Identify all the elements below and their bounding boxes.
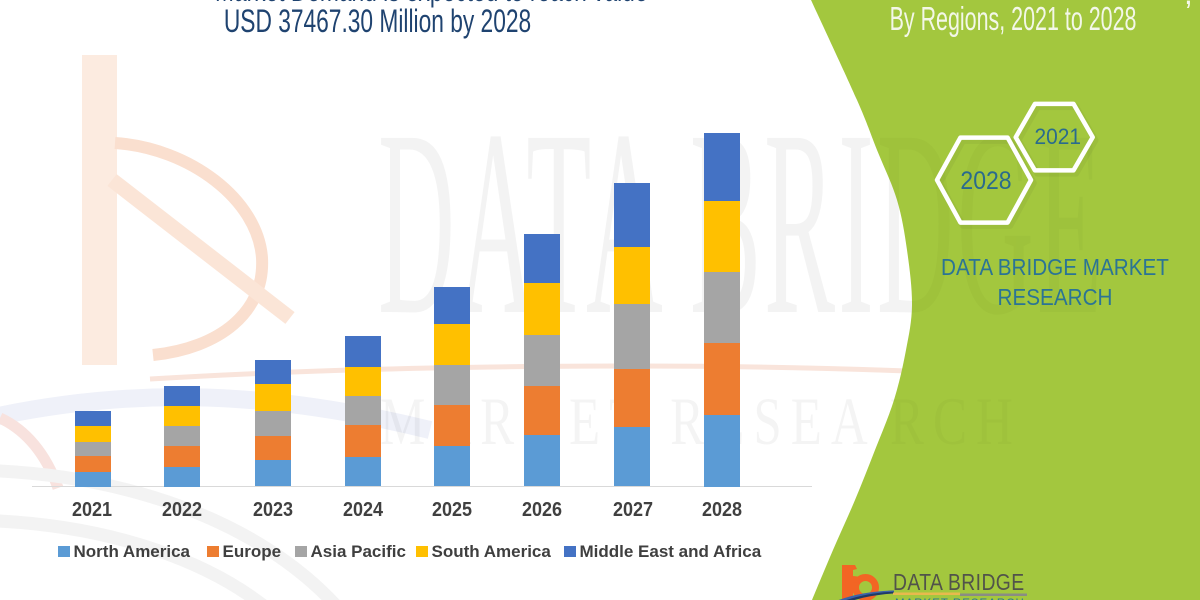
svg-text:2021: 2021	[1034, 125, 1080, 150]
svg-text:2028: 2028	[960, 167, 1011, 195]
svg-text:MARKET RESEARCH: MARKET RESEARCH	[895, 598, 1025, 600]
svg-text:DATA BRIDGE: DATA BRIDGE	[893, 571, 1025, 596]
